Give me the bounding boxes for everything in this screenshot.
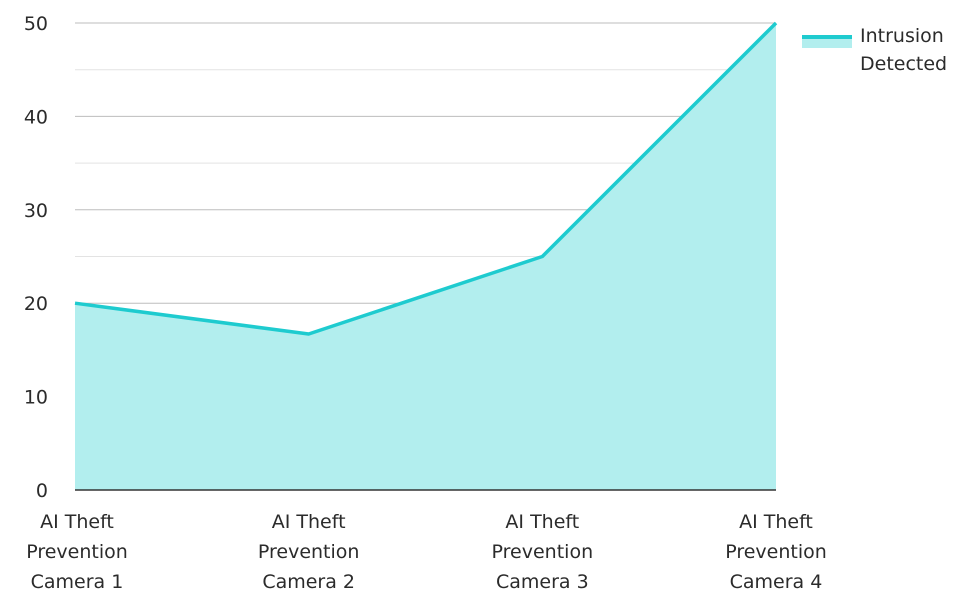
y-axis-ticks: 0 10 20 30 40 50	[24, 13, 48, 502]
x-tick-label: AI Theft Prevention Camera 2	[258, 511, 360, 593]
legend-label: Intrusion Detected	[860, 25, 948, 75]
series-area-intrusion-detected	[75, 23, 776, 490]
y-tick-label: 40	[24, 106, 48, 128]
y-tick-label: 50	[24, 13, 48, 35]
y-tick-label: 20	[24, 293, 48, 315]
x-axis-ticks: AI Theft Prevention Camera 1 AI Theft Preven…	[26, 511, 827, 593]
y-tick-label: 30	[24, 200, 48, 222]
y-tick-label: 0	[36, 480, 48, 502]
x-tick-label: AI Theft Prevention Camera 1	[26, 511, 128, 593]
x-tick-label: AI Theft Prevention Camera 4	[725, 511, 827, 593]
legend-swatch	[802, 30, 852, 56]
series-line-intrusion-detected	[74, 21, 778, 336]
y-tick-label: 10	[24, 387, 48, 409]
legend: Intrusion Detected	[802, 22, 970, 78]
x-tick-label: AI Theft Prevention Camera 3	[492, 511, 594, 593]
